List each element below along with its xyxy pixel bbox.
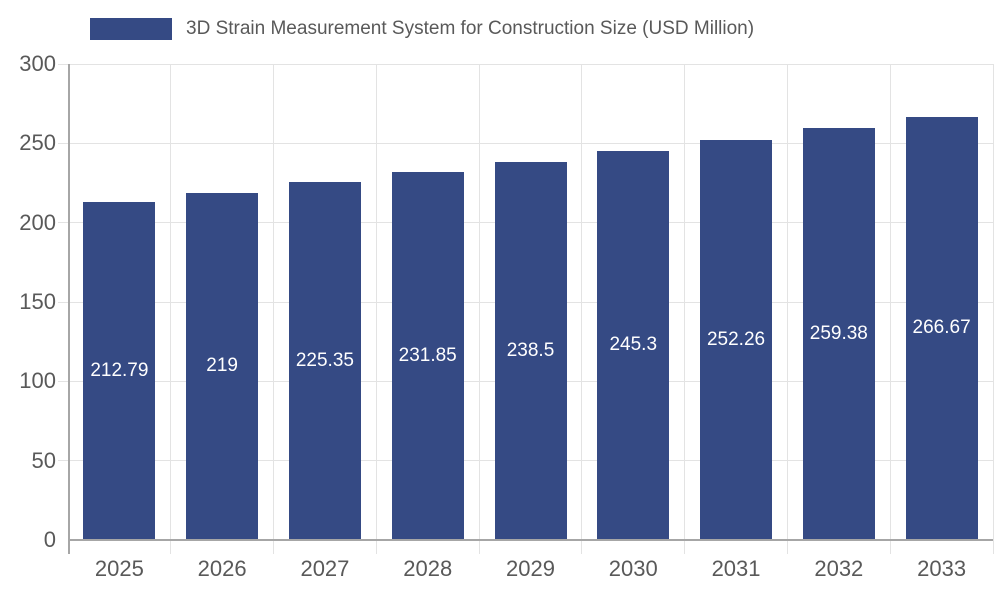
x-tick-label: 2031 (711, 556, 761, 581)
bar-value-label: 259.38 (809, 323, 868, 345)
bar (391, 172, 464, 540)
y-tick-label: 200 (19, 209, 56, 235)
bar-value-label: 225.35 (295, 350, 354, 372)
x-tick-label: 2029 (506, 556, 555, 581)
x-tick-label: 2030 (608, 556, 658, 581)
x-tick-label: 2028 (403, 556, 453, 581)
bar (83, 202, 156, 540)
x-tick-label: 2032 (814, 556, 864, 581)
bar-value-label: 219 (206, 355, 238, 377)
x-axis-tick (684, 540, 686, 554)
bar-value-label: 252.26 (706, 328, 766, 350)
y-tick-label: 150 (19, 289, 56, 314)
v-gridline (786, 64, 788, 540)
x-axis-line (68, 539, 993, 541)
bar (700, 139, 773, 540)
bar (494, 161, 567, 540)
y-tick-label: 50 (31, 447, 56, 473)
y-tick-label: 300 (19, 51, 56, 76)
x-axis-tick (786, 540, 788, 554)
y-tick-label: 100 (19, 368, 56, 394)
bar (288, 182, 361, 540)
legend-label: 3D Strain Measurement System for Constru… (186, 18, 755, 39)
y-tick-label: 0 (43, 527, 56, 552)
bar-value-label: 245.3 (609, 334, 658, 356)
y-tick-label: 250 (19, 130, 56, 156)
x-tick-label: 2027 (300, 556, 350, 581)
bar (186, 192, 259, 540)
bar-value-label: 231.85 (398, 345, 457, 367)
v-gridline (170, 64, 172, 540)
x-axis-tick (581, 540, 583, 554)
bar (802, 128, 875, 540)
bar (905, 116, 978, 540)
x-axis-tick (889, 540, 891, 554)
y-axis-line (68, 64, 70, 554)
x-tick-label: 2033 (917, 556, 967, 581)
v-gridline (478, 64, 480, 540)
v-gridline (992, 64, 994, 540)
v-gridline (273, 64, 275, 540)
bar-value-label: 212.79 (90, 360, 149, 382)
h-gridline (58, 142, 993, 144)
v-gridline (375, 64, 377, 540)
x-axis-tick (992, 540, 994, 554)
plot-area: 212.79 2025 219 2026 225.35 2027 231.85 2028 238… (58, 63, 994, 581)
v-gridline (684, 64, 686, 540)
v-gridline (889, 64, 891, 540)
bar (597, 150, 670, 540)
x-axis-tick (375, 540, 377, 554)
bar-value-label: 266.67 (912, 317, 971, 339)
bar-value-label: 238.5 (506, 339, 555, 361)
legend-swatch (90, 18, 172, 40)
x-axis-tick (478, 540, 480, 554)
legend: 3D Strain Measurement System for Constru… (90, 18, 754, 40)
h-gridline (58, 63, 993, 65)
x-tick-label: 2026 (197, 556, 247, 581)
x-axis-tick (170, 540, 172, 554)
v-gridline (581, 64, 583, 540)
x-tick-label: 2025 (94, 556, 144, 581)
x-axis-tick (273, 540, 275, 554)
